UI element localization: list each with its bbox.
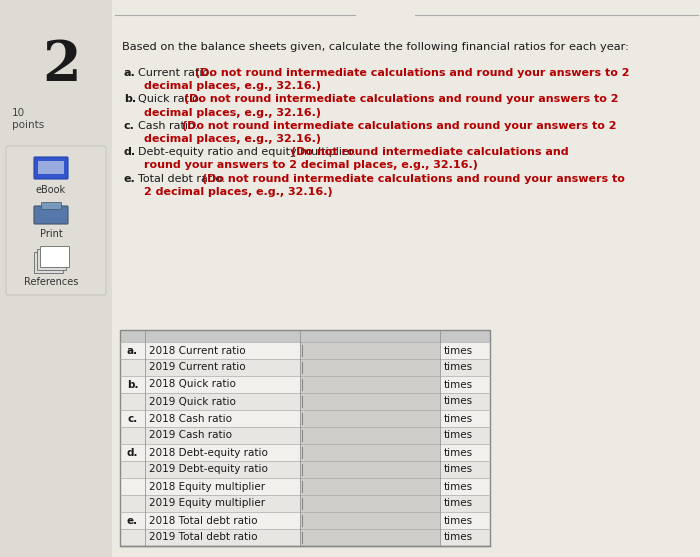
Text: c.: c. [127,413,138,423]
Text: times: times [444,532,473,543]
Text: c.: c. [124,121,135,131]
Bar [120,444,490,461]
Text: 2019 Debt-equity ratio: 2019 Debt-equity ratio [149,465,268,475]
Text: decimal places, e.g., 32.16.): decimal places, e.g., 32.16.) [144,108,321,118]
Bar [0,0,112,557]
Bar [120,393,490,410]
Text: b.: b. [124,94,136,104]
Text: eBook: eBook [36,185,66,195]
Bar [120,529,490,546]
Text: times: times [444,363,473,373]
Text: times: times [444,515,473,525]
Text: times: times [444,499,473,509]
FancyBboxPatch shape [6,146,106,295]
Text: 2018 Debt-equity ratio: 2018 Debt-equity ratio [149,447,268,457]
FancyBboxPatch shape [34,252,64,273]
Text: 2018 Equity multiplier: 2018 Equity multiplier [149,481,265,491]
Text: times: times [444,379,473,389]
Bar [300,461,440,478]
Bar [300,512,440,529]
Text: decimal places, e.g., 32.16.): decimal places, e.g., 32.16.) [144,134,321,144]
Text: round your answers to 2 decimal places, e.g., 32.16.): round your answers to 2 decimal places, … [144,160,478,170]
Bar [120,330,490,546]
FancyBboxPatch shape [41,247,69,267]
Text: b.: b. [127,379,139,389]
Text: decimal places, e.g., 32.16.): decimal places, e.g., 32.16.) [144,81,321,91]
Text: a.: a. [124,68,136,78]
Bar [120,427,490,444]
Text: 2: 2 [43,38,81,93]
Text: times: times [444,397,473,407]
Bar [300,478,440,495]
Text: 2018 Quick ratio: 2018 Quick ratio [149,379,236,389]
Text: times: times [444,465,473,475]
Bar [300,376,440,393]
Bar [120,359,490,376]
Text: d.: d. [127,447,139,457]
FancyBboxPatch shape [34,157,68,179]
Bar [120,495,490,512]
Bar [120,330,490,342]
Text: 2018 Cash ratio: 2018 Cash ratio [149,413,232,423]
Bar [120,512,490,529]
Bar [120,461,490,478]
Bar [300,342,440,359]
Bar [120,342,490,359]
Bar [300,529,440,546]
Text: 10
points: 10 points [12,108,44,130]
Text: (Do not round intermediate calculations and round your answers to: (Do not round intermediate calculations … [202,174,625,184]
Text: Total debt ratio.: Total debt ratio. [138,174,229,184]
Text: times: times [444,413,473,423]
Text: 2019 Quick ratio: 2019 Quick ratio [149,397,236,407]
Bar [300,410,440,427]
Text: (Do not round intermediate calculations and: (Do not round intermediate calculations … [291,147,568,157]
Bar [300,359,440,376]
Bar [300,393,440,410]
Text: (Do not round intermediate calculations and round your answers to 2: (Do not round intermediate calculations … [182,121,617,131]
Text: times: times [444,345,473,355]
Text: times: times [444,447,473,457]
Text: References: References [24,277,78,287]
Bar [300,427,440,444]
Text: Print: Print [40,229,62,239]
Text: e.: e. [124,174,136,184]
Text: 2019 Cash ratio: 2019 Cash ratio [149,431,232,441]
Text: 2019 Equity multiplier: 2019 Equity multiplier [149,499,265,509]
Bar [38,161,64,174]
Text: Based on the balance sheets given, calculate the following financial ratios for : Based on the balance sheets given, calcu… [122,42,629,52]
Text: Current ratio.: Current ratio. [138,68,216,78]
Bar [41,202,61,209]
Text: Quick ratio.: Quick ratio. [138,94,206,104]
Text: d.: d. [124,147,136,157]
Bar [300,444,440,461]
Text: 2018 Total debt ratio: 2018 Total debt ratio [149,515,258,525]
Text: a.: a. [127,345,138,355]
Bar [120,410,490,427]
Text: Debt-equity ratio and equity multiplier.: Debt-equity ratio and equity multiplier. [138,147,360,157]
Bar [120,376,490,393]
Text: times: times [444,481,473,491]
Text: e.: e. [127,515,138,525]
Text: times: times [444,431,473,441]
Text: 2019 Current ratio: 2019 Current ratio [149,363,246,373]
FancyBboxPatch shape [34,206,68,224]
Text: (Do not round intermediate calculations and round your answers to 2: (Do not round intermediate calculations … [195,68,629,78]
FancyBboxPatch shape [38,250,66,271]
Bar [120,478,490,495]
Text: 2 decimal places, e.g., 32.16.): 2 decimal places, e.g., 32.16.) [144,187,332,197]
Text: 2018 Current ratio: 2018 Current ratio [149,345,246,355]
Text: 2019 Total debt ratio: 2019 Total debt ratio [149,532,258,543]
Text: Cash ratio.: Cash ratio. [138,121,202,131]
Bar [300,495,440,512]
Text: (Do not round intermediate calculations and round your answers to 2: (Do not round intermediate calculations … [184,94,619,104]
